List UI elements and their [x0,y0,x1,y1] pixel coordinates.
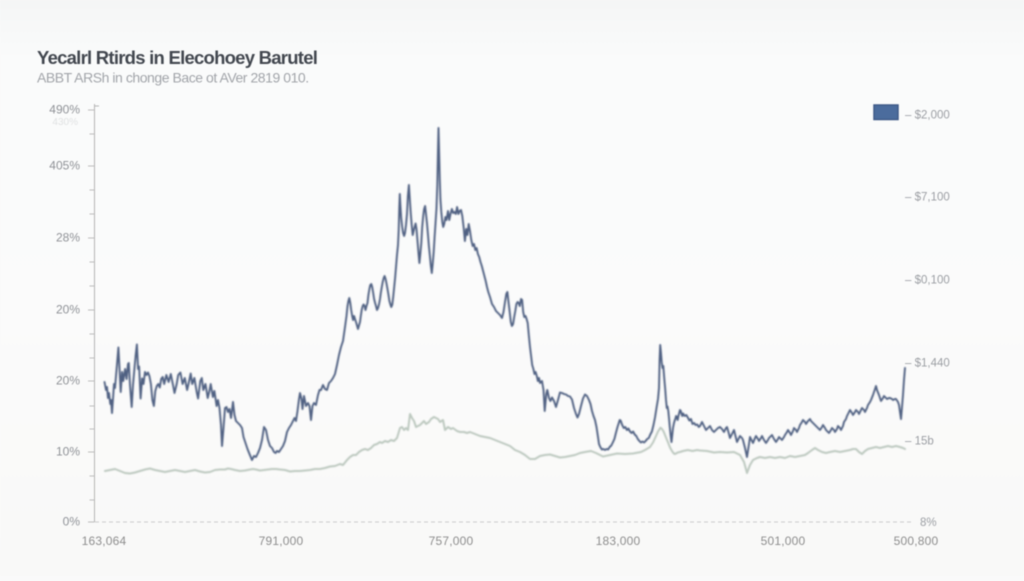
svg-text:490%: 490% [49,103,80,117]
svg-text:– $1,440: – $1,440 [905,358,950,370]
svg-text:Yecalrl Rtirds in Elecohoey Ba: Yecalrl Rtirds in Elecohoey Barutel [37,47,317,68]
svg-text:10%: 10% [56,445,80,459]
svg-text:757,000: 757,000 [429,534,474,548]
svg-text:500,800: 500,800 [894,534,939,548]
svg-text:20%: 20% [56,374,80,388]
svg-text:430%: 430% [52,117,78,128]
svg-text:– $7,100: – $7,100 [905,192,950,204]
svg-text:0%: 0% [63,515,81,529]
svg-text:791,000: 791,000 [259,534,304,548]
svg-text:– $0,100: – $0,100 [905,275,950,287]
svg-text:20%: 20% [56,303,80,317]
svg-text:– 15b: – 15b [905,436,934,448]
svg-text:163,064: 163,064 [82,534,127,548]
svg-text:183,000: 183,000 [596,534,641,548]
svg-text:ABBT ARSh in chonge Bace ot AV: ABBT ARSh in chonge Bace ot AVer 2819 01… [37,70,309,86]
svg-text:501,000: 501,000 [761,534,806,548]
svg-text:– $2,000: – $2,000 [905,110,950,122]
svg-text:28%: 28% [56,231,80,245]
svg-text:405%: 405% [49,159,80,173]
svg-text:8%: 8% [920,517,937,529]
